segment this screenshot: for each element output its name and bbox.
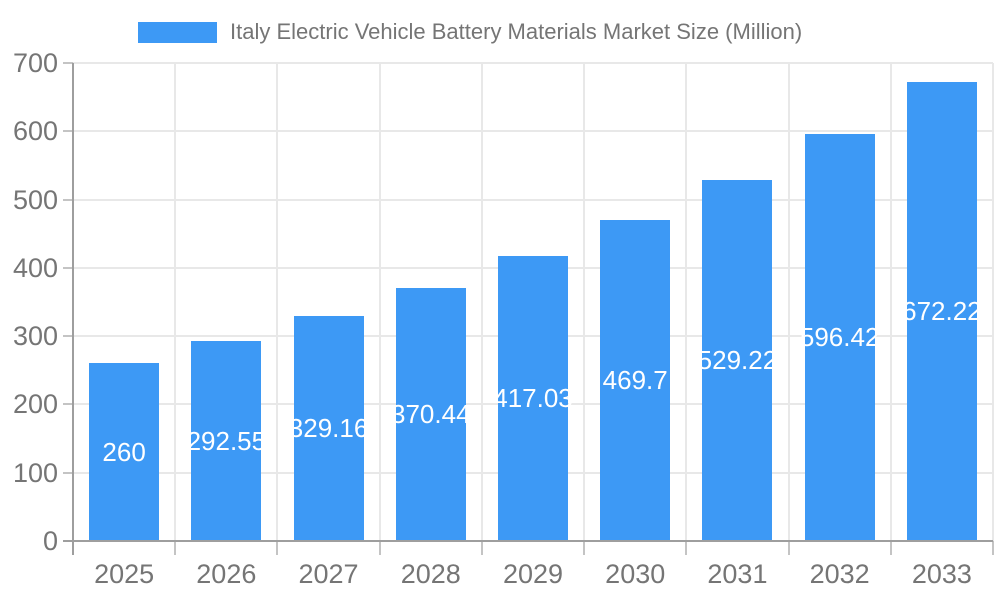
x-axis-line [63,540,993,542]
y-gridline [73,130,993,133]
y-axis-line [72,63,74,555]
bar[interactable]: 672.22 [902,81,982,541]
y-axis-tick-label: 0 [42,526,58,556]
bar-value-label: 672.22 [902,295,982,326]
y-axis-tick-label: 700 [12,48,58,78]
x-axis-tick-label: 2032 [809,559,870,589]
bar[interactable]: 370.44 [391,288,471,541]
bar-value-label: 292.55 [186,425,267,456]
x-gridline [480,63,483,541]
bar-value-label: 596.42 [799,321,880,352]
chart-title: Italy Electric Vehicle Battery Materials… [230,19,803,44]
bar-value-label: 469.7 [602,365,668,396]
bar[interactable]: 596.42 [800,133,879,541]
x-gridline [378,63,381,541]
y-gridline [73,62,993,64]
x-axis-tick-label: 2029 [502,559,564,589]
x-gridline [583,63,586,541]
x-tick-mark [889,541,892,555]
y-tick-mark [63,130,73,133]
x-gridline [685,63,688,541]
x-axis-tick-label: 2033 [911,559,972,589]
x-gridline [889,63,892,541]
x-gridline [276,63,279,541]
y-axis-tick-label: 100 [12,457,58,488]
bar-value-label: 529.22 [697,344,778,375]
x-gridline [787,63,790,541]
bar[interactable]: 529.22 [698,179,777,541]
x-axis-tick-label: 2031 [707,559,768,589]
y-axis-tick-label: 200 [12,389,58,420]
x-axis-tick-label: 2025 [94,559,155,589]
bar-value-label: 260 [102,436,146,467]
y-axis-tick-label: 600 [12,116,58,147]
x-gridline [992,63,994,541]
bar-value-label: 370.44 [391,399,471,429]
x-axis-tick-label: 2030 [605,559,666,589]
x-axis-tick-label: 2028 [400,559,461,589]
y-axis-tick-label: 500 [12,184,58,215]
bar[interactable]: 469.7 [600,220,671,541]
x-tick-mark [276,541,279,555]
x-tick-mark [992,541,994,555]
x-tick-mark [378,541,381,555]
y-tick-mark [63,198,73,201]
y-tick-mark [63,403,73,406]
bar[interactable]: 329.16 [289,316,368,541]
x-tick-mark [787,541,790,555]
bar-value-label: 417.03 [493,383,573,414]
x-tick-mark [583,541,586,555]
x-axis-tick-label: 2027 [298,559,359,589]
y-tick-mark [63,471,73,474]
y-gridline [73,198,993,201]
x-axis-tick-label: 2026 [196,559,257,589]
bar[interactable]: 260 [89,363,160,541]
x-tick-mark [480,541,483,555]
bar[interactable]: 417.03 [493,256,573,541]
y-tick-mark [63,266,73,269]
y-axis-tick-label: 300 [12,321,58,352]
bar-value-label: 329.16 [288,413,369,444]
legend-swatch [138,21,217,43]
bar[interactable]: 292.55 [187,341,266,541]
x-tick-mark [174,541,177,555]
y-tick-mark [63,335,73,338]
chart-legend[interactable]: Italy Electric Vehicle Battery Materials… [138,17,802,47]
x-gridline [174,63,177,541]
x-tick-mark [685,541,688,555]
y-axis-tick-label: 400 [12,252,58,283]
y-tick-mark [63,62,73,64]
